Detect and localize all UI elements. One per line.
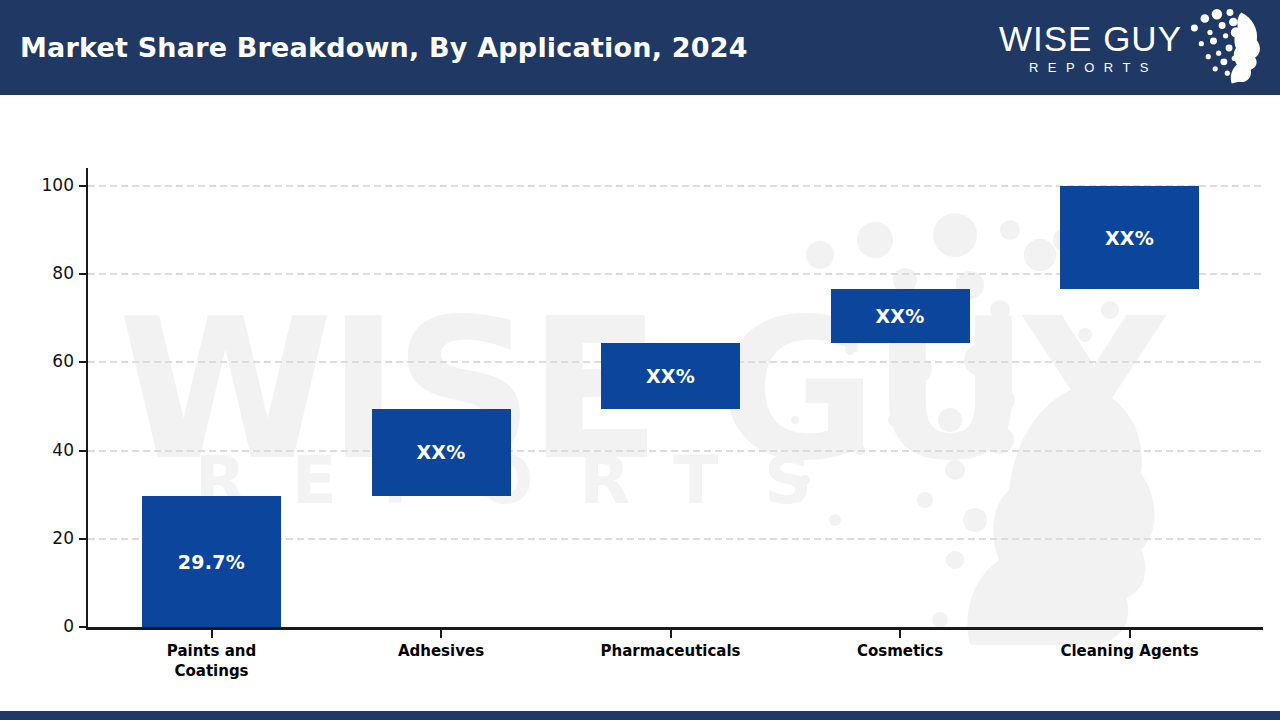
- header: Market Share Breakdown, By Application, …: [0, 0, 1280, 95]
- x-axis: [86, 627, 1263, 630]
- bar-value-label: XX%: [646, 365, 695, 387]
- bar-value-label: XX%: [1105, 227, 1154, 249]
- y-tick-label: 40: [16, 440, 74, 460]
- x-tick-mark: [440, 630, 442, 638]
- y-tick-label: 0: [16, 616, 74, 636]
- y-tick-label: 80: [16, 263, 74, 283]
- report-chart-page: Market Share Breakdown, By Application, …: [0, 0, 1280, 720]
- bar-adhesives: XX%: [372, 409, 511, 496]
- bar-paints-and-coatings: 29.7%: [142, 496, 281, 627]
- logo-wordmark: WISE GUY: [999, 21, 1182, 58]
- bar-value-label: 29.7%: [178, 551, 245, 573]
- page-title: Market Share Breakdown, By Application, …: [20, 0, 748, 95]
- y-tick-label: 20: [16, 528, 74, 548]
- bar-cosmetics: XX%: [831, 289, 970, 343]
- watermark-subtext: REPORTS: [195, 448, 858, 514]
- bar-pharmaceuticals: XX%: [601, 343, 740, 408]
- x-tick-mark: [211, 630, 213, 638]
- category-label: Cosmetics: [790, 641, 1010, 661]
- x-tick-mark: [899, 630, 901, 638]
- footer-bar: [0, 711, 1280, 720]
- y-tick-label: 100: [16, 175, 74, 195]
- x-tick-mark: [670, 630, 672, 638]
- bar-value-label: XX%: [875, 305, 924, 327]
- logo-subtext: REPORTS: [1029, 60, 1158, 75]
- bar-value-label: XX%: [416, 441, 465, 463]
- category-label: Adhesives: [331, 641, 551, 661]
- bar-cleaning-agents: XX%: [1060, 186, 1199, 289]
- x-tick-mark: [1129, 630, 1131, 638]
- brand-logo: WISE GUY REPORTS: [1007, 8, 1262, 88]
- category-label: Cleaning Agents: [1020, 641, 1240, 661]
- category-label: Paints andCoatings: [102, 641, 322, 682]
- logo-head-icon: [1184, 7, 1262, 89]
- y-axis: [86, 168, 88, 629]
- logo-text: WISE GUY REPORTS: [999, 21, 1182, 75]
- gridline: [88, 450, 1263, 452]
- category-label: Pharmaceuticals: [561, 641, 781, 661]
- y-tick-label: 60: [16, 351, 74, 371]
